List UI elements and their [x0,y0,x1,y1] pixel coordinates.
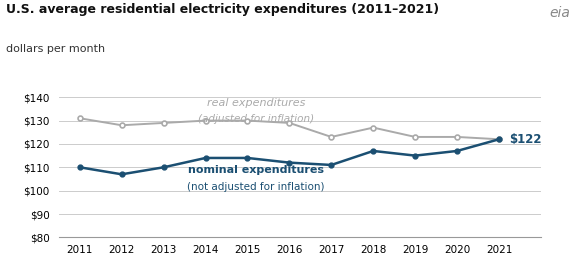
Text: nominal expenditures: nominal expenditures [188,166,324,176]
Text: (not adjusted for inflation): (not adjusted for inflation) [187,182,325,192]
Text: eia: eia [549,6,570,20]
Text: real expenditures: real expenditures [206,98,305,108]
Text: (adjusted for inflation): (adjusted for inflation) [198,114,314,124]
Text: $122: $122 [510,133,542,146]
Text: U.S. average residential electricity expenditures (2011–2021): U.S. average residential electricity exp… [6,3,439,16]
Text: dollars per month: dollars per month [6,44,105,54]
